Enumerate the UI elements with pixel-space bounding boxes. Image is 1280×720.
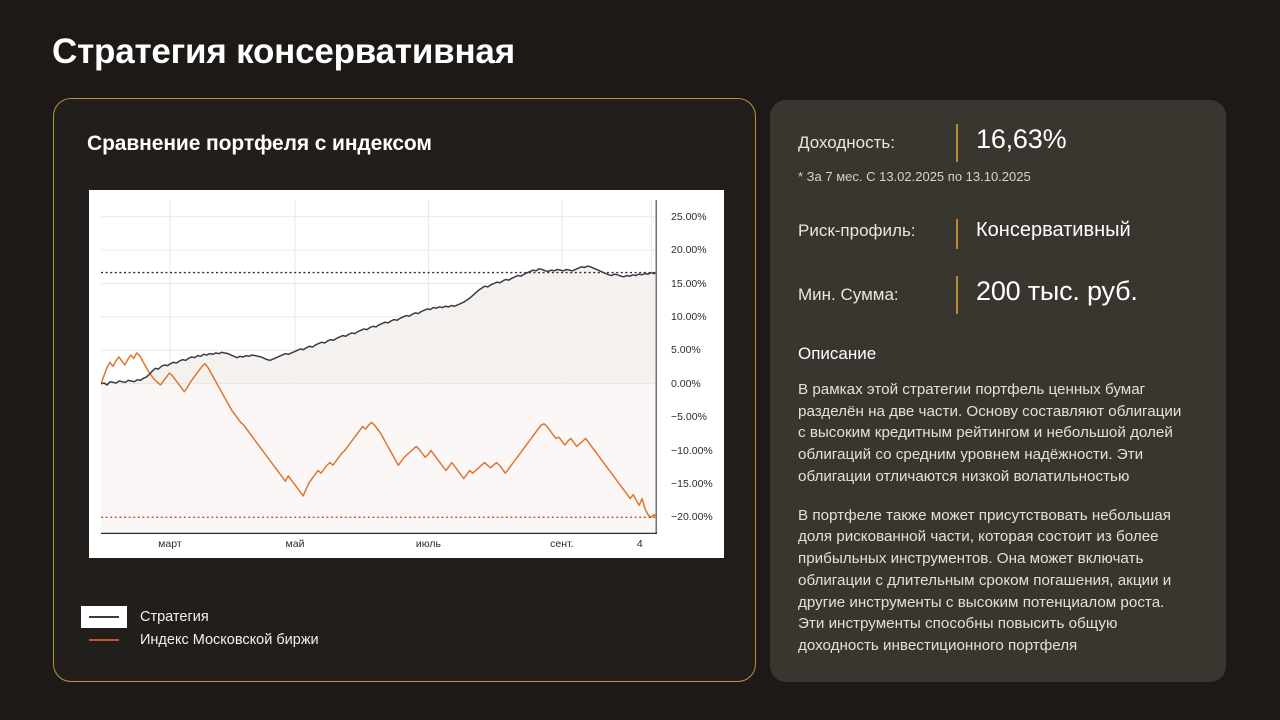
x-axis-tick: март xyxy=(158,538,182,550)
y-axis-tick: −15.00% xyxy=(671,477,713,490)
legend-item-index: Индекс Московской биржи xyxy=(81,628,319,651)
page-title: Стратегия консервативная xyxy=(52,32,515,71)
stat-row-risk-profile: Риск-профиль: Консервативный xyxy=(798,219,1198,249)
y-axis-tick: 5.00% xyxy=(671,344,701,357)
description-heading: Описание xyxy=(798,344,877,363)
legend-label-strategy: Стратегия xyxy=(140,608,209,625)
y-axis-tick: 15.00% xyxy=(671,277,707,290)
stat-label-risk-profile: Риск-профиль: xyxy=(798,221,916,240)
x-axis-tick: май xyxy=(285,538,305,550)
plot-area xyxy=(101,200,657,534)
legend-swatch-strategy-icon xyxy=(81,605,127,628)
stat-divider-min-amount xyxy=(956,276,958,314)
chart-card-title: Сравнение портфеля с индексом xyxy=(87,132,432,155)
chart-card: Сравнение портфеля с индексом 25.00% 20.0… xyxy=(53,98,756,682)
stat-note-period: * За 7 мес. С 13.02.2025 по 13.10.2025 xyxy=(798,169,1031,184)
stat-divider-risk-profile xyxy=(956,219,958,249)
stat-value-min-amount: 200 тыс. руб. xyxy=(976,276,1138,306)
stat-value-risk-profile: Консервативный xyxy=(976,219,1131,241)
stat-row-min-amount: Мин. Сумма: 200 тыс. руб. xyxy=(798,276,1198,314)
legend-swatch-index-icon xyxy=(81,629,127,651)
y-axis-tick-labels: 25.00% 20.00% 15.00% 10.00% 5.00% 0.00% −5.00%… xyxy=(671,200,723,534)
info-panel: Доходность: 16,63% * За 7 мес. С 13.02.2… xyxy=(770,100,1226,682)
x-axis-tick: сент. xyxy=(550,538,574,550)
y-axis-tick: 10.00% xyxy=(671,310,707,323)
y-axis-tick: −20.00% xyxy=(671,511,713,524)
stat-label-min-amount: Мин. Сумма: xyxy=(798,285,899,304)
chart-legend: Стратегия Индекс Московской биржи xyxy=(81,605,319,651)
y-axis-tick: 20.00% xyxy=(671,244,707,257)
description-paragraph-1: В рамках этой стратегии портфель ценных … xyxy=(798,381,1182,485)
description-paragraph-2: В портфеле также может присутствовать не… xyxy=(798,506,1172,655)
legend-item-strategy: Стратегия xyxy=(81,605,319,628)
x-axis-tick: 4 xyxy=(636,538,643,550)
chart-surface: 25.00% 20.00% 15.00% 10.00% 5.00% 0.00% −5.00%… xyxy=(89,190,724,558)
y-axis-tick: 25.00% xyxy=(671,210,707,223)
stat-value-yield: 16,63% xyxy=(976,124,1067,154)
stat-label-yield: Доходность: xyxy=(798,133,895,152)
x-axis-tick-labels: март май июль сент. 4 xyxy=(89,538,724,558)
chart-svg xyxy=(101,200,657,534)
x-axis-tick: июль xyxy=(415,538,442,550)
legend-label-index: Индекс Московской биржи xyxy=(140,631,319,648)
y-axis-tick: 0.00% xyxy=(671,377,701,390)
y-axis-tick: −5.00% xyxy=(671,411,707,424)
y-axis-tick: −10.00% xyxy=(671,444,713,457)
stat-row-yield: Доходность: 16,63% xyxy=(798,124,1198,162)
stat-divider-yield xyxy=(956,124,958,162)
